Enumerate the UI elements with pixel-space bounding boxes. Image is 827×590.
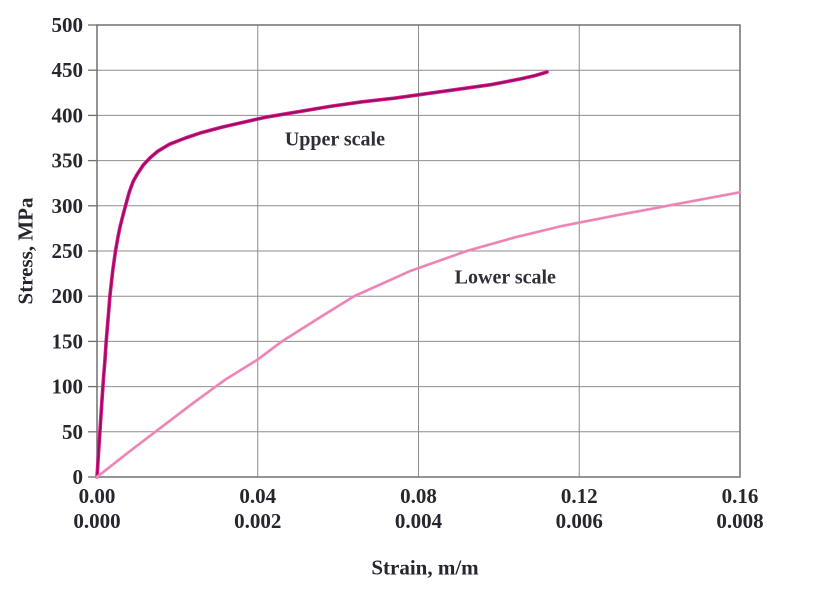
y-tick-label: 250 [52, 239, 84, 263]
y-tick-label: 350 [52, 149, 84, 173]
y-tick-label: 200 [52, 284, 84, 308]
y-tick-label: 150 [52, 329, 84, 353]
x-tick-label-lower: 0.000 [73, 509, 120, 533]
x-tick-label-upper: 0.12 [561, 484, 598, 508]
y-tick-label: 400 [52, 103, 84, 127]
x-tick-label-upper: 0.08 [400, 484, 437, 508]
x-tick-label-lower: 0.004 [395, 509, 443, 533]
y-tick-label: 450 [52, 58, 84, 82]
upper-scale-curve-core [96, 71, 548, 478]
y-tick-label: 0 [73, 465, 84, 489]
x-tick-label-upper: 0.16 [722, 484, 759, 508]
upper-scale-curve-label: Upper scale [284, 128, 385, 151]
y-tick-label: 100 [52, 375, 84, 399]
y-tick-label: 300 [52, 194, 84, 218]
lower-scale-curve-core [96, 191, 741, 478]
x-tick-label-lower: 0.006 [556, 509, 603, 533]
y-tick-label: 50 [62, 420, 83, 444]
x-axis-title: Strain, m/m [371, 555, 479, 580]
lower-scale-curve-label: Lower scale [454, 266, 556, 289]
x-tick-label-upper: 0.04 [239, 484, 276, 508]
plot-border [96, 24, 741, 478]
x-tick-label-upper: 0.00 [79, 484, 116, 508]
y-tick-label: 500 [52, 13, 84, 37]
y-axis-title: Stress, MPa [13, 197, 38, 305]
x-tick-label-lower: 0.002 [234, 509, 281, 533]
x-tick-label-lower: 0.008 [716, 509, 763, 533]
